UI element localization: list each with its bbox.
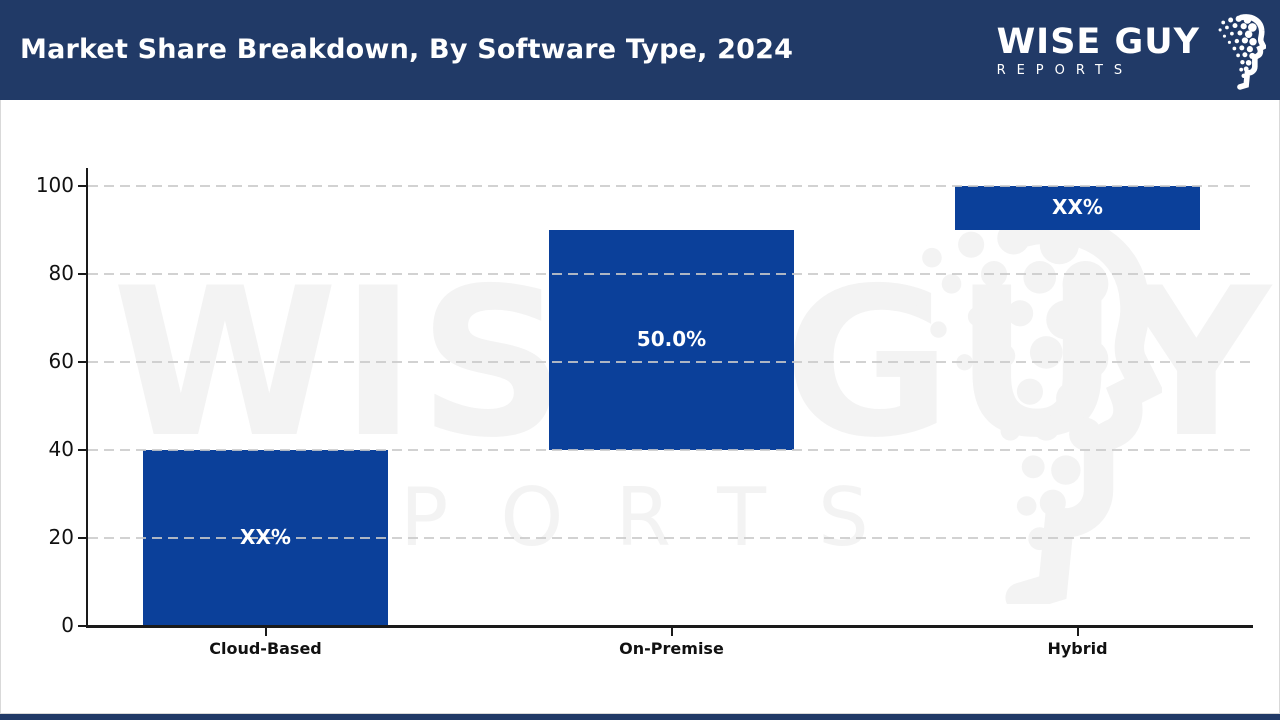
x-tick-mark bbox=[264, 628, 267, 636]
y-tick-label: 60 bbox=[48, 348, 74, 373]
gridline bbox=[88, 185, 1253, 187]
gridline bbox=[88, 272, 1253, 275]
bar-value-label: XX% bbox=[1052, 194, 1103, 219]
y-tick-mark bbox=[78, 624, 86, 627]
logo-wordmark-line1: WISE GUY bbox=[996, 21, 1200, 62]
gridline bbox=[88, 536, 1253, 539]
bar-value-label: XX% bbox=[240, 524, 291, 549]
logo-wordmark-line2: REPORTS bbox=[996, 62, 1134, 78]
y-tick-label: 40 bbox=[48, 436, 74, 461]
y-tick-mark bbox=[78, 448, 86, 451]
logo-face-icon bbox=[1218, 14, 1266, 90]
watermark-face-icon bbox=[907, 214, 1162, 604]
brand-logo: WISE GUY REPORTS bbox=[997, 8, 1266, 94]
bar-value-label: 50.0% bbox=[636, 326, 707, 351]
x-tick-mark bbox=[670, 628, 673, 636]
y-tick-label: 0 bbox=[61, 612, 74, 637]
y-tick-label: 20 bbox=[48, 524, 74, 549]
gridline bbox=[88, 360, 1253, 363]
y-axis-spine bbox=[86, 168, 88, 627]
header-bar: Market Share Breakdown, By Software Type… bbox=[0, 0, 1280, 100]
x-tick-label: Cloud-Based bbox=[209, 639, 322, 658]
y-tick-mark bbox=[78, 360, 86, 363]
logo-wordmark: WISE GUY REPORTS bbox=[997, 23, 1200, 80]
x-tick-mark bbox=[1076, 628, 1079, 636]
bar bbox=[549, 229, 794, 450]
x-tick-label: Hybrid bbox=[1047, 639, 1108, 658]
y-tick-mark bbox=[78, 536, 86, 539]
bar bbox=[955, 186, 1200, 230]
y-tick-mark bbox=[78, 185, 86, 187]
page-title: Market Share Breakdown, By Software Type… bbox=[20, 34, 794, 65]
y-tick-label: 100 bbox=[35, 173, 74, 197]
footer-bar bbox=[0, 714, 1280, 720]
y-tick-label: 80 bbox=[48, 260, 74, 285]
y-tick-mark bbox=[78, 272, 86, 275]
x-tick-label: On-Premise bbox=[619, 639, 724, 658]
x-axis-spine bbox=[86, 625, 1253, 628]
gridline bbox=[88, 448, 1253, 451]
